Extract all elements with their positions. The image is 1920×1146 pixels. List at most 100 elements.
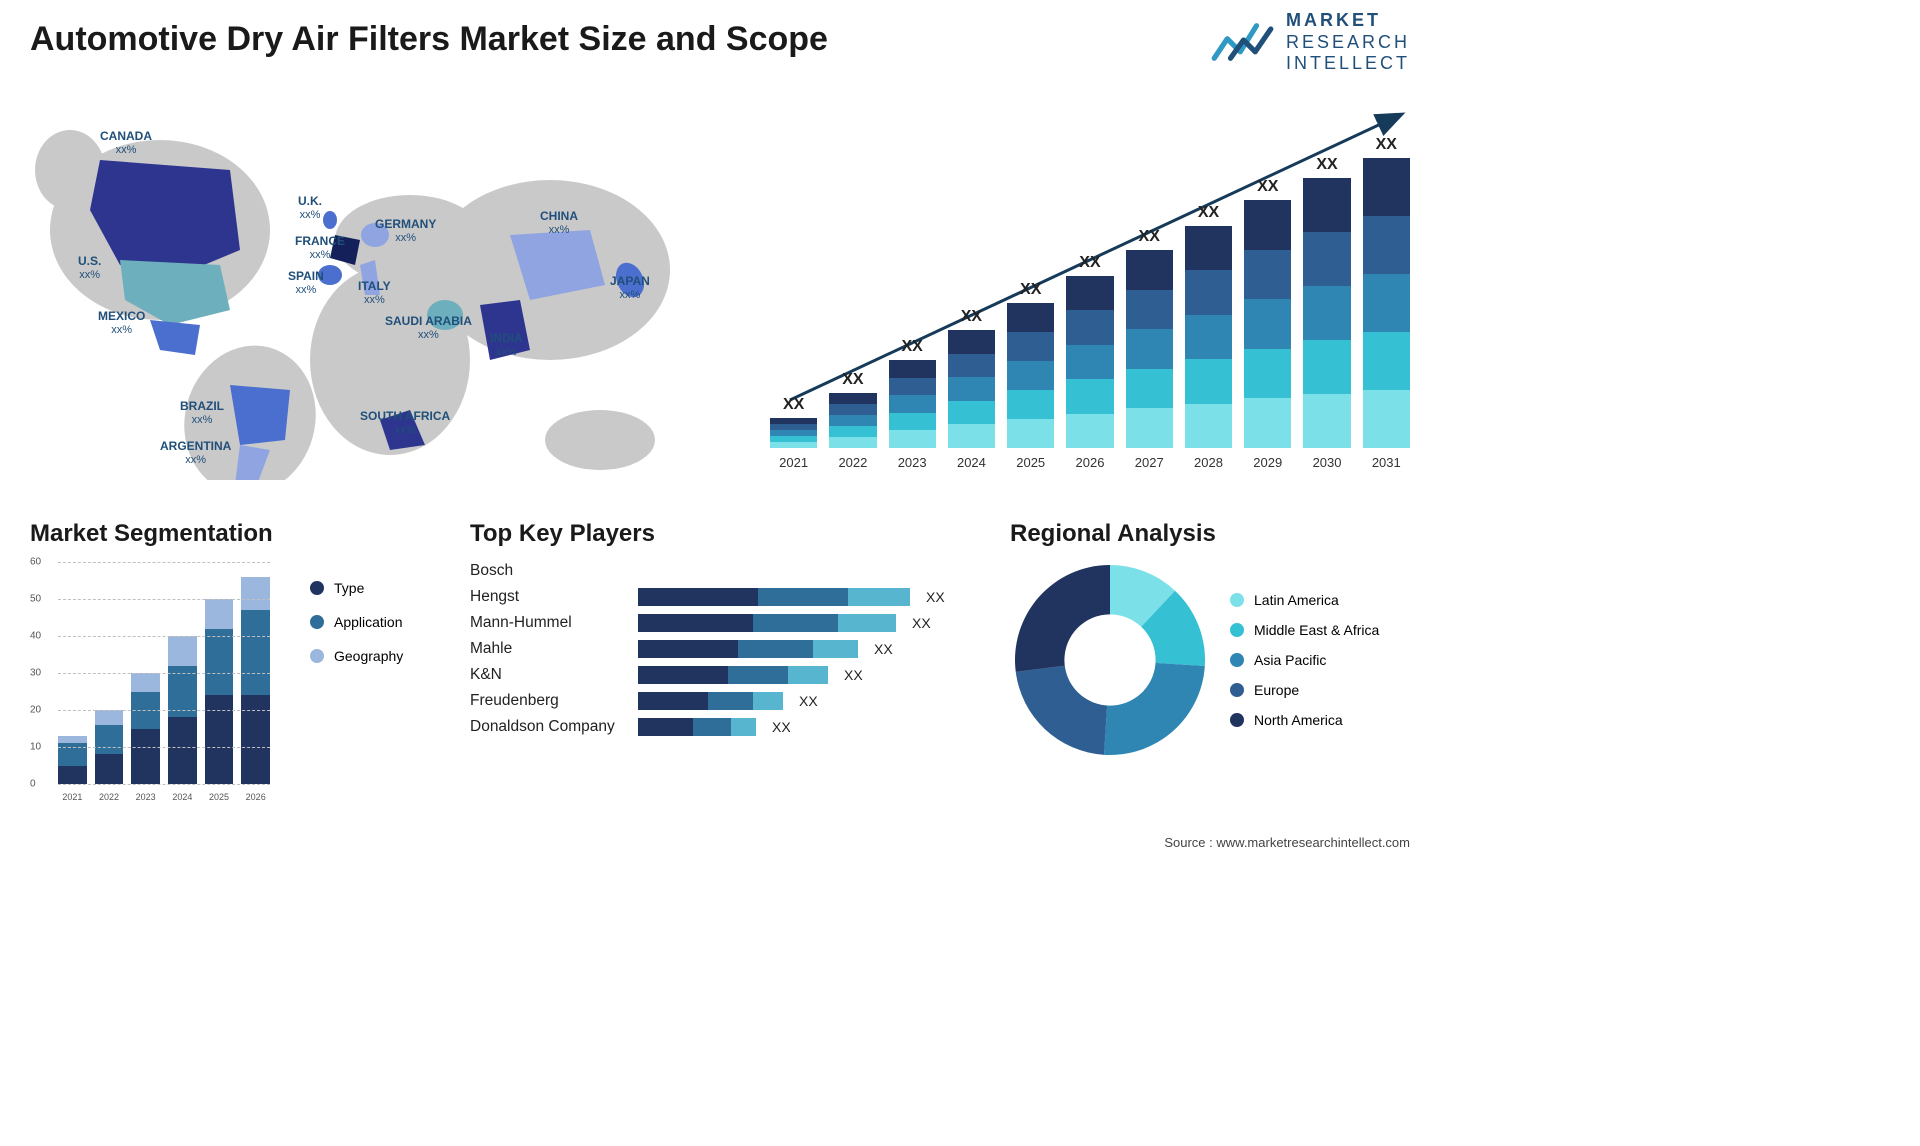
growth-year-label: 2025 bbox=[1007, 455, 1054, 470]
player-row: HengstXX bbox=[470, 588, 990, 606]
regional-block: Regional Analysis Latin AmericaMiddle Ea… bbox=[1010, 520, 1410, 760]
growth-bar: XX bbox=[1363, 136, 1410, 448]
logo-text: MARKET RESEARCH INTELLECT bbox=[1286, 10, 1410, 75]
source-text: Source : www.marketresearchintellect.com bbox=[1164, 835, 1410, 850]
seg-bar bbox=[241, 577, 270, 784]
regional-donut-chart bbox=[1010, 560, 1210, 760]
player-name: Mahle bbox=[470, 640, 630, 658]
legend-label: Europe bbox=[1254, 682, 1299, 698]
player-value: XX bbox=[844, 667, 863, 683]
growth-bar: XX bbox=[1066, 254, 1113, 448]
legend-swatch bbox=[310, 615, 324, 629]
growth-bar-label: XX bbox=[901, 338, 922, 356]
legend-item: Application bbox=[310, 614, 403, 630]
segmentation-block: Market Segmentation 20212022202320242025… bbox=[30, 520, 430, 802]
player-bar bbox=[638, 640, 858, 658]
legend-swatch bbox=[1230, 683, 1244, 697]
players-list: BoschHengstXXMann-HummelXXMahleXXK&NXXFr… bbox=[470, 562, 990, 736]
map-label: U.S.xx% bbox=[78, 255, 101, 281]
map-label: GERMANYxx% bbox=[375, 218, 436, 244]
growth-bar-label: XX bbox=[1316, 156, 1337, 174]
map-label: CHINAxx% bbox=[540, 210, 578, 236]
growth-year-label: 2021 bbox=[770, 455, 817, 470]
player-row: Mann-Hummel XX bbox=[470, 614, 990, 632]
growth-year-label: 2022 bbox=[829, 455, 876, 470]
player-value: XX bbox=[772, 719, 791, 735]
logo-mark-icon bbox=[1211, 17, 1276, 67]
player-bar bbox=[638, 666, 828, 684]
seg-y-tick: 10 bbox=[30, 742, 41, 753]
seg-y-tick: 20 bbox=[30, 705, 41, 716]
segmentation-title: Market Segmentation bbox=[30, 520, 430, 548]
segmentation-legend: Type Application Geography bbox=[310, 580, 403, 664]
map-label: INDIAxx% bbox=[490, 332, 523, 358]
map-label: BRAZILxx% bbox=[180, 400, 224, 426]
growth-year-label: 2029 bbox=[1244, 455, 1291, 470]
players-title: Top Key Players bbox=[470, 520, 990, 548]
player-bar bbox=[638, 614, 896, 632]
brand-logo: MARKET RESEARCH INTELLECT bbox=[1211, 10, 1410, 75]
legend-item: North America bbox=[1230, 712, 1379, 728]
player-name: Bosch bbox=[470, 562, 630, 580]
map-label: FRANCExx% bbox=[295, 235, 345, 261]
seg-y-tick: 50 bbox=[30, 594, 41, 605]
seg-year-label: 2022 bbox=[95, 792, 124, 802]
player-name: Hengst bbox=[470, 588, 630, 606]
world-map: CANADAxx%U.S.xx%MEXICOxx%BRAZILxx%ARGENT… bbox=[30, 100, 710, 480]
growth-bar-label: XX bbox=[1198, 204, 1219, 222]
growth-bar: XX bbox=[1185, 204, 1232, 448]
player-bar bbox=[638, 718, 756, 736]
legend-item: Type bbox=[310, 580, 403, 596]
growth-bar: XX bbox=[948, 308, 995, 448]
map-label: CANADAxx% bbox=[100, 130, 152, 156]
growth-bar-label: XX bbox=[1257, 178, 1278, 196]
seg-year-label: 2026 bbox=[241, 792, 270, 802]
growth-bar: XX bbox=[770, 396, 817, 448]
growth-year-label: 2027 bbox=[1126, 455, 1173, 470]
legend-item: Asia Pacific bbox=[1230, 652, 1379, 668]
player-name: Mann-Hummel bbox=[470, 614, 630, 632]
growth-bar-label: XX bbox=[961, 308, 982, 326]
legend-label: Geography bbox=[334, 648, 403, 664]
growth-chart: XXXXXXXXXXXXXXXXXXXXXX 20212022202320242… bbox=[770, 100, 1410, 470]
seg-y-tick: 60 bbox=[30, 557, 41, 568]
growth-year-label: 2023 bbox=[889, 455, 936, 470]
growth-year-label: 2026 bbox=[1066, 455, 1113, 470]
growth-year-label: 2030 bbox=[1303, 455, 1350, 470]
seg-y-tick: 0 bbox=[30, 779, 36, 790]
legend-item: Europe bbox=[1230, 682, 1379, 698]
legend-swatch bbox=[1230, 653, 1244, 667]
legend-item: Latin America bbox=[1230, 592, 1379, 608]
growth-bar-label: XX bbox=[1079, 254, 1100, 272]
growth-bar: XX bbox=[1007, 281, 1054, 448]
player-value: XX bbox=[874, 641, 893, 657]
growth-bar: XX bbox=[1244, 178, 1291, 448]
growth-year-label: 2028 bbox=[1185, 455, 1232, 470]
growth-bar-label: XX bbox=[1376, 136, 1397, 154]
player-value: XX bbox=[912, 615, 931, 631]
player-value: XX bbox=[799, 693, 818, 709]
legend-swatch bbox=[310, 581, 324, 595]
seg-year-label: 2025 bbox=[205, 792, 234, 802]
player-bar bbox=[638, 588, 910, 606]
growth-year-label: 2031 bbox=[1363, 455, 1410, 470]
legend-item: Middle East & Africa bbox=[1230, 622, 1379, 638]
seg-bar bbox=[205, 599, 234, 784]
players-block: Top Key Players BoschHengstXXMann-Hummel… bbox=[470, 520, 990, 736]
player-row: K&NXX bbox=[470, 666, 990, 684]
legend-item: Geography bbox=[310, 648, 403, 664]
legend-swatch bbox=[1230, 713, 1244, 727]
seg-bar bbox=[58, 736, 87, 784]
seg-year-label: 2023 bbox=[131, 792, 160, 802]
growth-bar-label: XX bbox=[842, 371, 863, 389]
map-label: ITALYxx% bbox=[358, 280, 391, 306]
map-label: JAPANxx% bbox=[610, 275, 650, 301]
regional-legend: Latin America Middle East & Africa Asia Pa… bbox=[1230, 592, 1379, 728]
legend-label: Latin America bbox=[1254, 592, 1339, 608]
growth-bar: XX bbox=[829, 371, 876, 448]
legend-swatch bbox=[310, 649, 324, 663]
player-row: Donaldson CompanyXX bbox=[470, 718, 990, 736]
seg-y-tick: 40 bbox=[30, 631, 41, 642]
growth-bar-label: XX bbox=[783, 396, 804, 414]
growth-bar-label: XX bbox=[1139, 228, 1160, 246]
